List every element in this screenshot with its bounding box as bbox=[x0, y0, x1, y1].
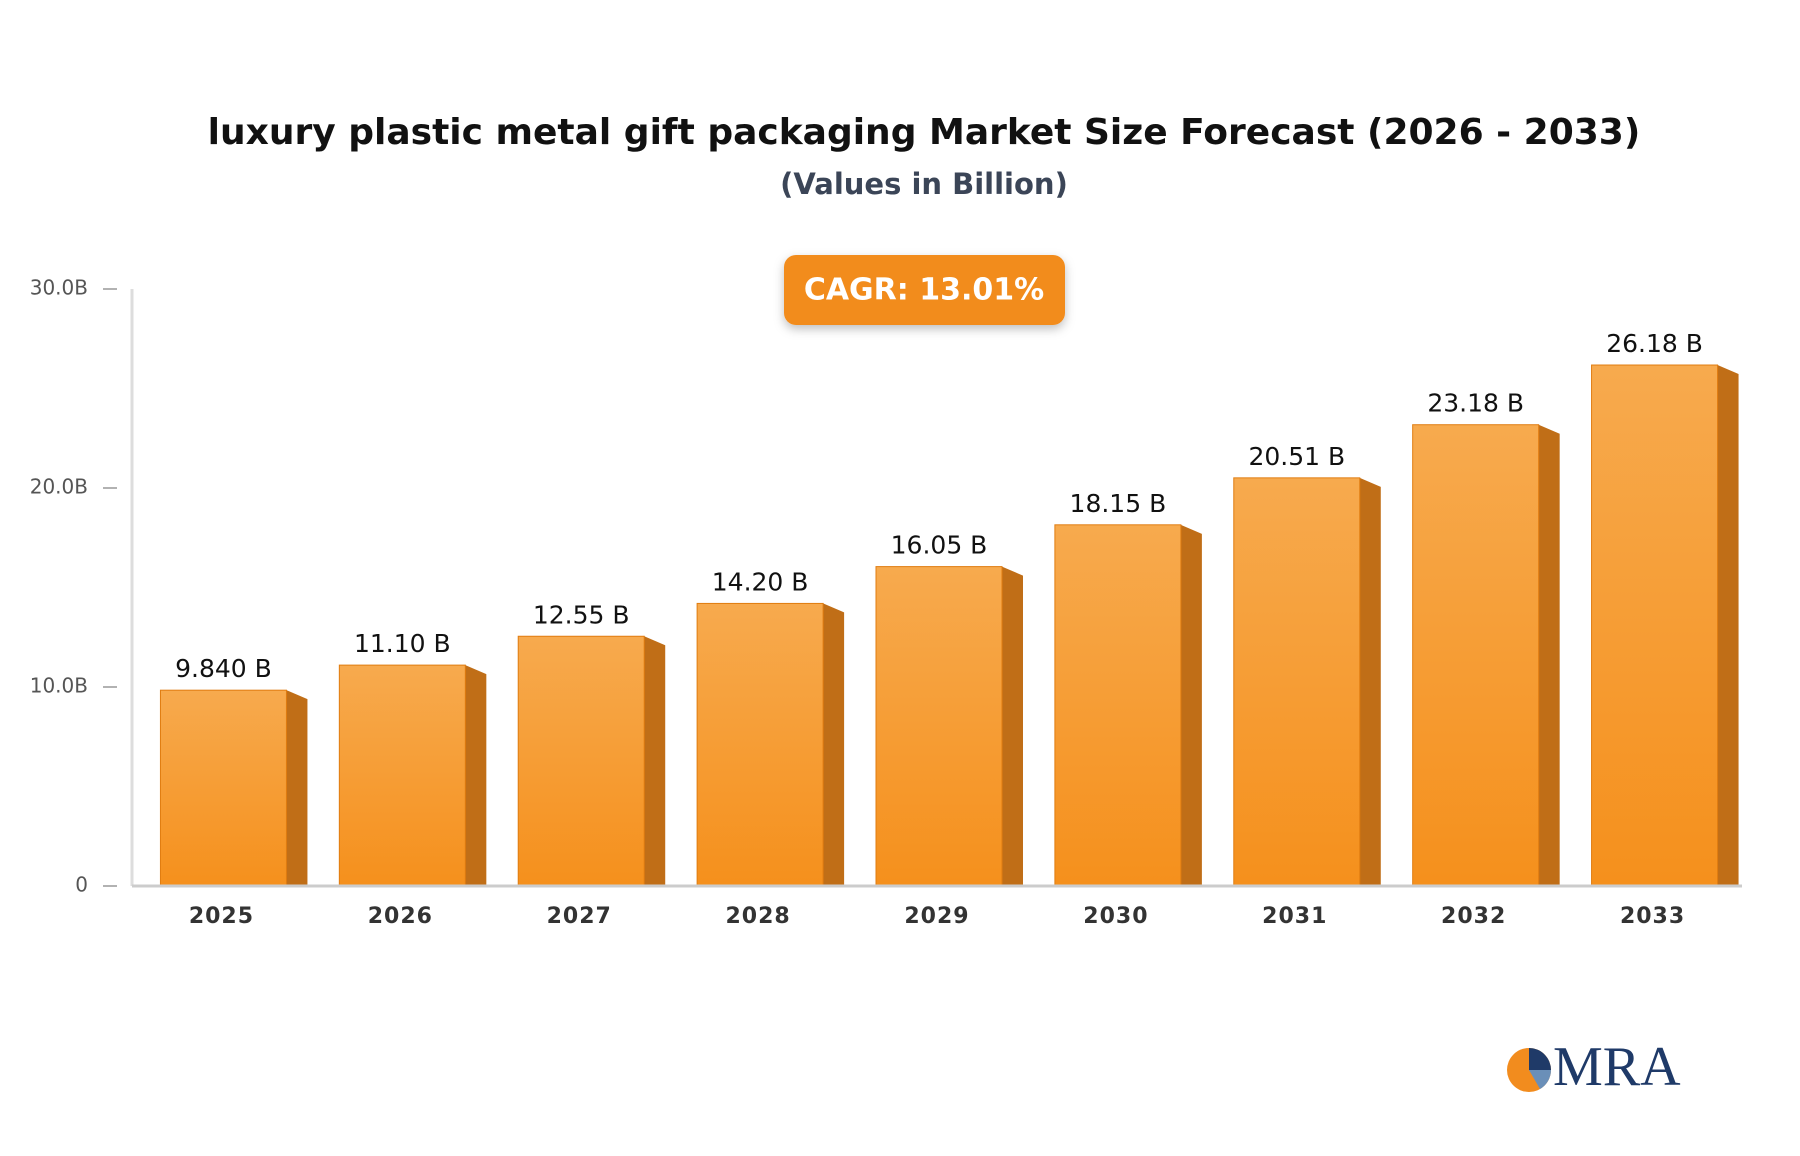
bar-side bbox=[823, 603, 845, 886]
bar bbox=[696, 602, 824, 887]
bar bbox=[159, 689, 287, 887]
value-label: 9.840 B bbox=[175, 654, 272, 683]
y-tick-label: 30.0B bbox=[30, 276, 88, 300]
bar bbox=[1054, 524, 1182, 887]
x-tick-label: 2029 bbox=[904, 904, 969, 929]
bar bbox=[1412, 424, 1540, 887]
y-tick-label: 10.0B bbox=[30, 674, 88, 698]
logo-icon-slice bbox=[1529, 1070, 1551, 1089]
cagr-label: CAGR: 13.01% bbox=[804, 273, 1044, 308]
value-label: 26.18 B bbox=[1606, 329, 1703, 358]
x-tick-label: 2033 bbox=[1620, 904, 1685, 929]
value-label: 18.15 B bbox=[1070, 489, 1167, 518]
x-tick-label: 2028 bbox=[725, 904, 790, 929]
logo-icon-slice bbox=[1529, 1048, 1551, 1070]
value-label: 16.05 B bbox=[891, 531, 988, 560]
bar bbox=[517, 635, 645, 887]
x-tick-label: 2025 bbox=[189, 904, 254, 929]
bar-side bbox=[1538, 424, 1560, 886]
x-tick-label: 2030 bbox=[1083, 904, 1148, 929]
value-label: 23.18 B bbox=[1427, 389, 1524, 418]
cagr-badge bbox=[784, 255, 1065, 325]
bar-side bbox=[1717, 365, 1739, 886]
bar-side bbox=[1359, 477, 1381, 886]
bar-side bbox=[286, 690, 308, 886]
bar-side bbox=[465, 665, 487, 886]
logo-text: MRA bbox=[1553, 1036, 1681, 1098]
bar-side bbox=[1002, 566, 1023, 886]
bar bbox=[1233, 477, 1361, 887]
value-label: 20.51 B bbox=[1248, 442, 1345, 471]
bar-side bbox=[1180, 524, 1202, 886]
y-tick-label: 20.0B bbox=[30, 475, 88, 499]
bar bbox=[338, 664, 466, 887]
chart-subtitle: (Values in Billion) bbox=[780, 167, 1068, 201]
logo: MRA bbox=[1507, 1036, 1681, 1098]
value-label: 12.55 B bbox=[533, 600, 630, 629]
bar-side bbox=[644, 636, 666, 886]
chart-title: luxury plastic metal gift packaging Mark… bbox=[208, 112, 1641, 153]
y-tick-label: 0 bbox=[75, 873, 88, 897]
bar bbox=[875, 566, 1003, 887]
x-tick-label: 2032 bbox=[1441, 904, 1506, 929]
x-tick-label: 2026 bbox=[368, 904, 433, 929]
value-label: 11.10 B bbox=[354, 629, 451, 658]
value-label: 14.20 B bbox=[712, 567, 809, 596]
x-tick-label: 2031 bbox=[1262, 904, 1327, 929]
x-tick-label: 2027 bbox=[547, 904, 612, 929]
bar bbox=[1591, 364, 1719, 887]
